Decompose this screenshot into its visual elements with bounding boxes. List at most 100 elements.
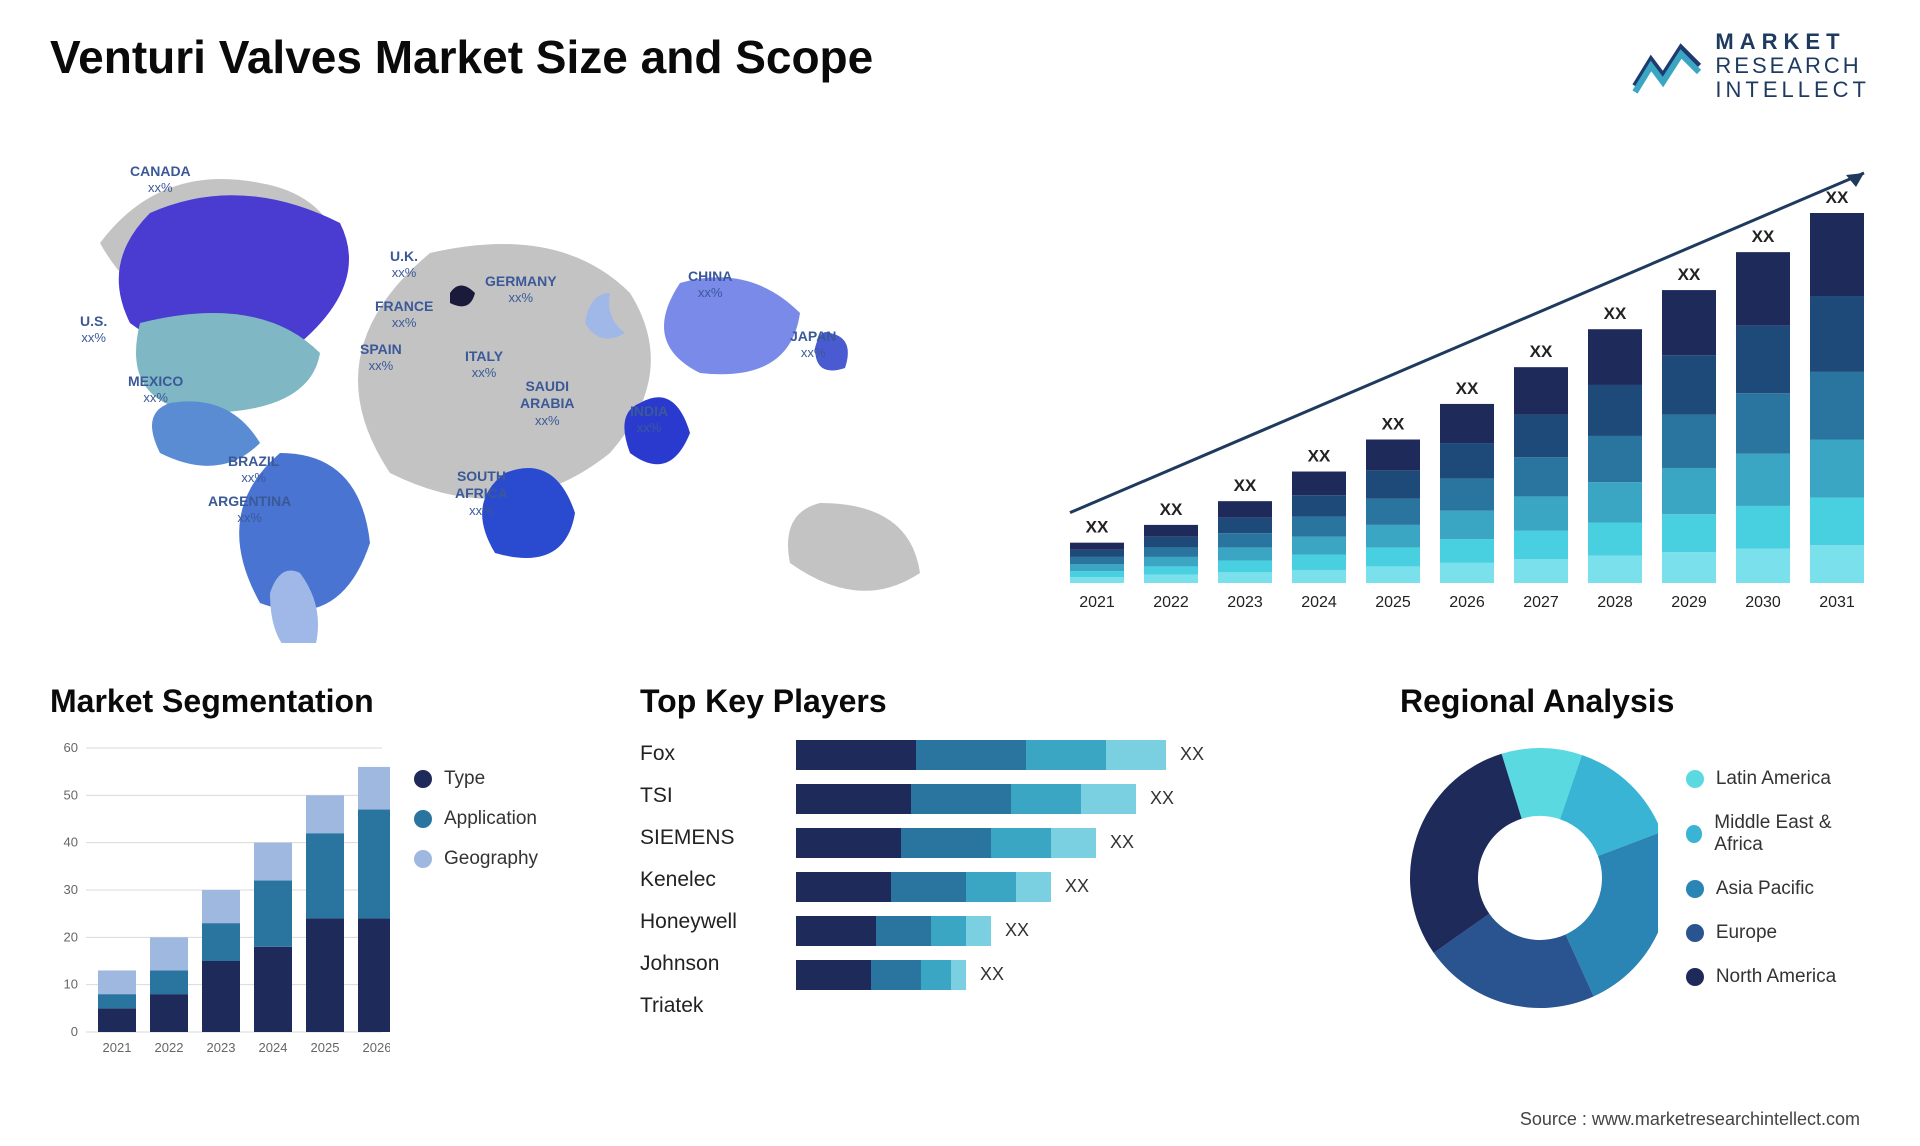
growth-year-label: 2022 bbox=[1153, 594, 1189, 611]
legend-dot-icon bbox=[414, 810, 432, 828]
player-bar-value: XX bbox=[1065, 876, 1089, 897]
growth-year-label: 2026 bbox=[1449, 594, 1485, 611]
player-bar-seg bbox=[796, 916, 876, 946]
regional-title: Regional Analysis bbox=[1400, 683, 1870, 720]
donut-slice bbox=[1410, 753, 1522, 952]
player-bar-value: XX bbox=[1180, 744, 1204, 765]
growth-year-label: 2024 bbox=[1301, 594, 1337, 611]
growth-bar-seg bbox=[1514, 530, 1568, 558]
player-bar-row: XX bbox=[796, 872, 1370, 902]
growth-bar-seg bbox=[1662, 414, 1716, 467]
map-label-argentina: ARGENTINAxx% bbox=[208, 493, 291, 527]
seg-bar-seg bbox=[254, 842, 292, 880]
seg-year-label: 2022 bbox=[155, 1040, 184, 1055]
growth-bar-chart: XX2021XX2022XX2023XX2024XX2025XX2026XX20… bbox=[1030, 123, 1890, 623]
legend-dot-icon bbox=[1686, 880, 1704, 898]
seg-bar-seg bbox=[98, 1008, 136, 1032]
seg-year-label: 2024 bbox=[259, 1040, 288, 1055]
player-bar bbox=[796, 740, 1166, 770]
growth-year-label: 2025 bbox=[1375, 594, 1411, 611]
bottom-row: Market Segmentation 01020304050602021202… bbox=[50, 683, 1870, 1113]
y-tick: 20 bbox=[64, 929, 78, 944]
growth-bar-seg bbox=[1218, 547, 1272, 560]
player-bar-seg bbox=[951, 960, 966, 990]
growth-bar-seg bbox=[1366, 439, 1420, 470]
growth-bar-seg bbox=[1292, 570, 1346, 583]
growth-bar-seg bbox=[1810, 497, 1864, 544]
growth-bar-value: XX bbox=[1604, 304, 1627, 323]
player-bar-seg bbox=[876, 916, 931, 946]
growth-bar-seg bbox=[1292, 471, 1346, 495]
growth-bar-seg bbox=[1218, 501, 1272, 518]
legend-label: Latin America bbox=[1716, 768, 1831, 790]
key-players-list: FoxTSISIEMENSKenelecHoneywellJohnsonTria… bbox=[640, 738, 780, 1018]
growth-year-label: 2030 bbox=[1745, 594, 1781, 611]
growth-chart-panel: XX2021XX2022XX2023XX2024XX2025XX2026XX20… bbox=[1030, 123, 1890, 643]
player-bar-seg bbox=[1026, 740, 1106, 770]
player-bar-seg bbox=[796, 960, 871, 990]
growth-bar-seg bbox=[1810, 213, 1864, 296]
regional-donut-chart bbox=[1400, 738, 1658, 1018]
player-bar-row: XX bbox=[796, 916, 1370, 946]
growth-bar-seg bbox=[1514, 496, 1568, 530]
growth-bar-seg bbox=[1736, 393, 1790, 453]
segmentation-chart: 0102030405060202120222023202420252026 bbox=[50, 738, 390, 1068]
player-bar bbox=[796, 872, 1051, 902]
seg-bar-seg bbox=[254, 880, 292, 946]
regional-panel: Regional Analysis Latin America Middle Ea… bbox=[1400, 683, 1870, 1113]
player-bar-seg bbox=[966, 916, 991, 946]
y-tick: 10 bbox=[64, 976, 78, 991]
player-bar-seg bbox=[901, 828, 991, 858]
map-region-australia bbox=[788, 503, 920, 591]
growth-bar-seg bbox=[1144, 574, 1198, 582]
growth-year-label: 2021 bbox=[1079, 594, 1115, 611]
growth-bar-seg bbox=[1218, 517, 1272, 532]
player-name: TSI bbox=[640, 784, 780, 808]
player-bar-value: XX bbox=[1005, 920, 1029, 941]
growth-bar-seg bbox=[1810, 439, 1864, 497]
growth-year-label: 2028 bbox=[1597, 594, 1633, 611]
growth-bar-seg bbox=[1736, 252, 1790, 326]
growth-bar-seg bbox=[1588, 522, 1642, 555]
player-bar-seg bbox=[916, 740, 1026, 770]
player-bar-row: XX bbox=[796, 784, 1370, 814]
growth-bar-seg bbox=[1070, 564, 1124, 571]
growth-bar-value: XX bbox=[1160, 499, 1183, 518]
player-bar-value: XX bbox=[980, 964, 1004, 985]
legend-item: Middle East & Africa bbox=[1686, 812, 1870, 856]
segmentation-title: Market Segmentation bbox=[50, 683, 610, 720]
map-label-saudi-arabia: SAUDIARABIAxx% bbox=[520, 378, 574, 429]
legend-dot-icon bbox=[1686, 825, 1702, 843]
player-bar-seg bbox=[991, 828, 1051, 858]
legend-label: Asia Pacific bbox=[1716, 878, 1814, 900]
growth-bar-value: XX bbox=[1308, 446, 1331, 465]
legend-dot-icon bbox=[1686, 924, 1704, 942]
player-bar-seg bbox=[891, 872, 966, 902]
header: Venturi Valves Market Size and Scope MAR… bbox=[50, 30, 1870, 103]
top-row: CANADAxx%U.S.xx%MEXICOxx%BRAZILxx%ARGENT… bbox=[50, 123, 1870, 643]
seg-bar-seg bbox=[150, 937, 188, 970]
page-title: Venturi Valves Market Size and Scope bbox=[50, 30, 873, 84]
growth-bar-seg bbox=[1070, 577, 1124, 583]
growth-bar-seg bbox=[1662, 514, 1716, 552]
player-name: SIEMENS bbox=[640, 826, 780, 850]
growth-bar-seg bbox=[1070, 556, 1124, 563]
seg-bar-seg bbox=[306, 795, 344, 833]
growth-bar-seg bbox=[1588, 329, 1642, 385]
key-players-bars: XXXXXXXXXXXX bbox=[796, 738, 1370, 1018]
growth-bar-seg bbox=[1144, 566, 1198, 574]
seg-bar-seg bbox=[150, 994, 188, 1032]
growth-bar-seg bbox=[1810, 296, 1864, 372]
seg-bar-seg bbox=[358, 809, 390, 918]
legend-item: Geography bbox=[414, 848, 538, 870]
map-label-france: FRANCExx% bbox=[375, 298, 433, 332]
player-bar-seg bbox=[1016, 872, 1051, 902]
player-bar-seg bbox=[911, 784, 1011, 814]
player-bar-seg bbox=[1106, 740, 1166, 770]
growth-bar-value: XX bbox=[1382, 414, 1405, 433]
growth-bar-value: XX bbox=[1678, 265, 1701, 284]
growth-bar-value: XX bbox=[1086, 517, 1109, 536]
player-bar bbox=[796, 784, 1136, 814]
logo-line2: RESEARCH bbox=[1715, 54, 1870, 78]
growth-year-label: 2023 bbox=[1227, 594, 1263, 611]
